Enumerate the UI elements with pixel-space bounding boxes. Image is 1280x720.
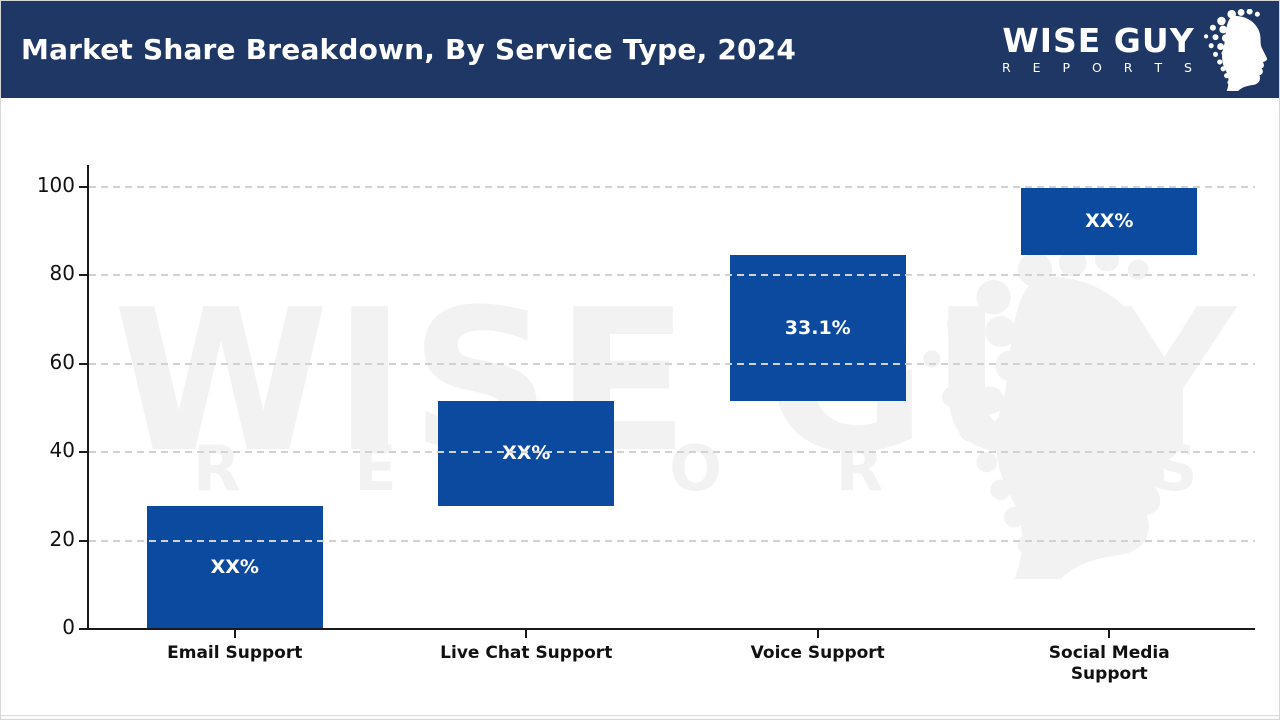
x-tick-mark: [1108, 630, 1111, 638]
y-axis-line: [87, 165, 89, 630]
bar-value-label: XX%: [210, 555, 259, 578]
x-category-label: Live Chat Support: [440, 643, 613, 663]
y-tick-mark: [79, 185, 87, 188]
y-tick-label: 0: [62, 615, 75, 639]
x-tick-mark: [233, 630, 236, 638]
gridline: [89, 274, 1255, 276]
gridline: [89, 451, 1255, 453]
x-tick-mark: [525, 630, 528, 638]
header-bar: Market Share Breakdown, By Service Type,…: [1, 1, 1279, 98]
y-tick-label: 40: [49, 438, 75, 462]
y-tick-label: 100: [36, 172, 75, 197]
bar: [438, 400, 615, 506]
gridline: [89, 362, 1255, 365]
y-tick-label: 20: [49, 526, 75, 551]
x-axis-line: [87, 628, 1255, 630]
y-tick-mark: [79, 628, 87, 630]
y-tick-label: 60: [49, 349, 75, 374]
bar: [1021, 187, 1198, 255]
y-tick-label: 80: [49, 261, 75, 285]
wise-guy-logo: WISE GUY R E P O R T S: [996, 8, 1279, 91]
bar-value-label: 33.1%: [784, 316, 851, 339]
gridline: [89, 185, 1255, 188]
watermark-head-icon: [923, 247, 1178, 579]
y-tick-mark: [79, 539, 87, 542]
x-category-label: Email Support: [167, 643, 303, 663]
bar: [729, 254, 906, 401]
gridline: [89, 539, 1255, 542]
waterfall-chart: 0 20 40 60 80 100 XX% Email Support XX% Live Chat…: [1, 98, 1279, 717]
bar: [146, 505, 323, 628]
bar-value-label: XX%: [1085, 210, 1134, 233]
page-bottom-border: [1, 715, 1279, 719]
x-tick-mark: [816, 630, 819, 638]
logo-wordmark: WISE GUY: [1002, 20, 1195, 60]
logo-text: WISE GUY R E P O R T S: [996, 20, 1201, 76]
y-tick-mark: [79, 451, 87, 453]
logo-subtitle: R E P O R T S: [1001, 60, 1201, 76]
y-tick-mark: [79, 362, 87, 365]
bar-value-label: XX%: [502, 442, 551, 465]
x-category-label: Social Media Support: [1048, 643, 1170, 685]
x-category-label: Voice Support: [750, 643, 885, 663]
page-title: Market Share Breakdown, By Service Type,…: [21, 33, 797, 66]
y-tick-mark: [79, 274, 87, 276]
